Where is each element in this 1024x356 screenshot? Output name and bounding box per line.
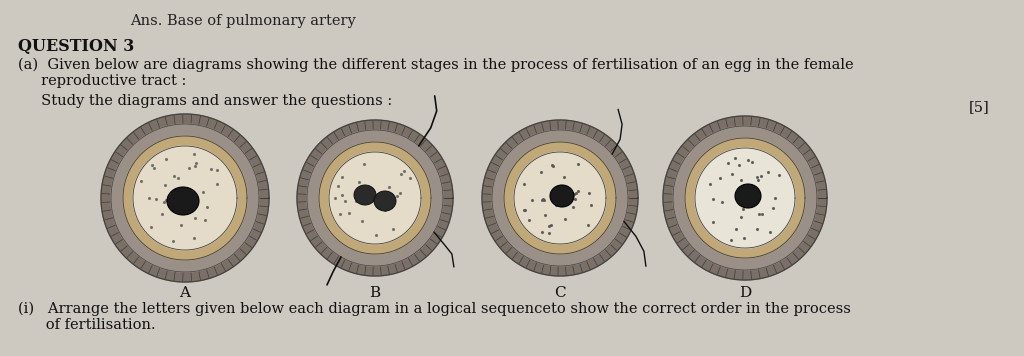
Polygon shape xyxy=(297,120,453,276)
Polygon shape xyxy=(307,130,443,266)
Ellipse shape xyxy=(550,185,574,207)
Text: D: D xyxy=(739,286,752,300)
Text: QUESTION 3: QUESTION 3 xyxy=(18,38,134,55)
Text: (i)   Arrange the letters given below each diagram in a logical sequenceto show : (i) Arrange the letters given below each… xyxy=(18,302,851,316)
Text: [5]: [5] xyxy=(970,100,990,114)
Ellipse shape xyxy=(374,191,396,211)
Text: of fertilisation.: of fertilisation. xyxy=(18,318,156,332)
Polygon shape xyxy=(673,126,817,270)
Polygon shape xyxy=(663,116,827,280)
Text: reproductive tract :: reproductive tract : xyxy=(18,74,186,88)
Polygon shape xyxy=(123,136,247,260)
Text: Study the diagrams and answer the questions :: Study the diagrams and answer the questi… xyxy=(18,94,392,108)
Ellipse shape xyxy=(735,184,761,208)
Ellipse shape xyxy=(167,187,199,215)
Polygon shape xyxy=(492,130,628,266)
Polygon shape xyxy=(319,142,431,254)
Text: (a)  Given below are diagrams showing the different stages in the process of fer: (a) Given below are diagrams showing the… xyxy=(18,58,854,72)
Polygon shape xyxy=(482,120,638,276)
Polygon shape xyxy=(111,124,259,272)
Text: A: A xyxy=(179,286,190,300)
Ellipse shape xyxy=(354,185,376,205)
Text: B: B xyxy=(370,286,381,300)
Polygon shape xyxy=(101,114,269,282)
Text: C: C xyxy=(554,286,566,300)
Polygon shape xyxy=(514,152,606,244)
Polygon shape xyxy=(504,142,616,254)
Text: Ans. Base of pulmonary artery: Ans. Base of pulmonary artery xyxy=(130,14,355,28)
Polygon shape xyxy=(329,152,421,244)
Polygon shape xyxy=(133,146,237,250)
Polygon shape xyxy=(695,148,795,248)
Polygon shape xyxy=(685,138,805,258)
